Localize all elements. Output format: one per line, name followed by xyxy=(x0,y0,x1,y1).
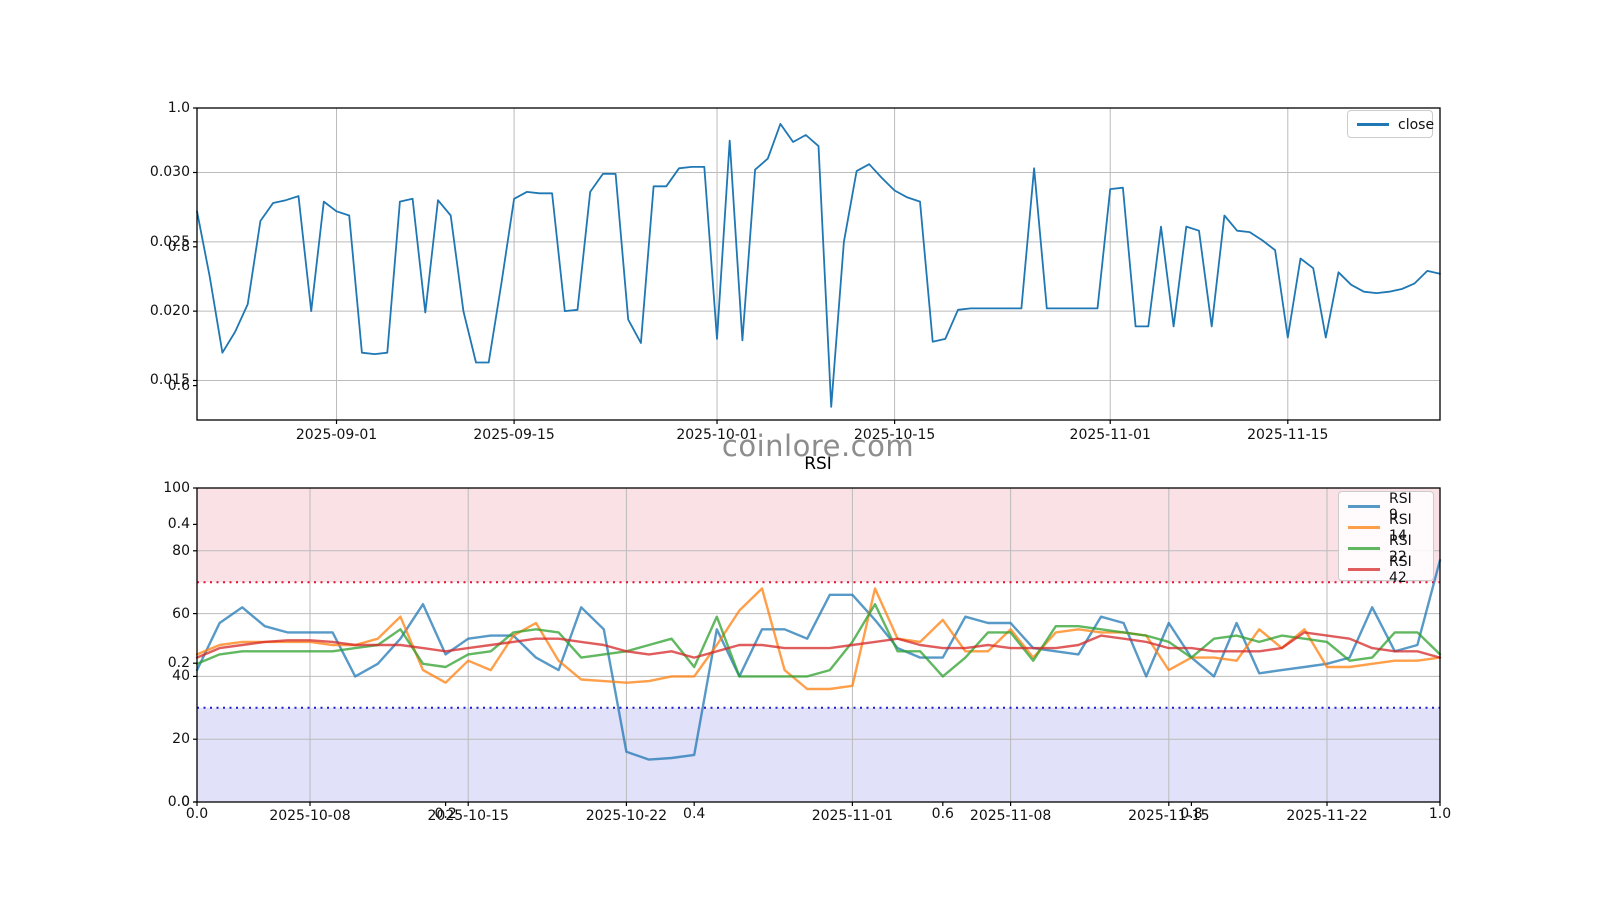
x-tick-label: 2025-10-22 xyxy=(585,808,668,824)
legend-label-rsi42: RSI 42 xyxy=(1389,553,1412,586)
y-tick-label: 40 xyxy=(172,668,190,685)
rsi22-line-swatch xyxy=(1348,547,1380,550)
x-tick-label: 2025-09-01 xyxy=(295,427,378,443)
y-tick-label: 0.025 xyxy=(149,233,190,250)
legend-item-rsi14: RSI 14 xyxy=(1348,512,1424,544)
overlay-y-tick-label: 1.0 xyxy=(167,100,190,116)
rsi14-line-swatch xyxy=(1348,526,1380,529)
legend-item-rsi22: RSI 22 xyxy=(1348,533,1424,565)
x-tick-label: 2025-10-15 xyxy=(853,427,936,443)
legend-label-rsi14: RSI 14 xyxy=(1389,511,1412,544)
legend-close: close xyxy=(1347,110,1434,138)
legend-item-rsi9: RSI 9 xyxy=(1348,491,1424,523)
overlay-y-tick-label: 0.0 xyxy=(167,794,190,810)
x-tick-label: 2025-11-15 xyxy=(1128,808,1210,824)
legend-rsi: RSI 9 RSI 14 RSI 22 RSI 42 xyxy=(1338,491,1434,586)
overlay-x-tick-label: 0.6 xyxy=(931,806,954,822)
x-tick-label: 2025-11-01 xyxy=(811,808,894,824)
overlay-x-tick-label: 1.0 xyxy=(1428,806,1452,822)
x-tick-label: 2025-11-22 xyxy=(1286,808,1368,824)
y-tick-label: 80 xyxy=(172,542,190,559)
close-line-swatch xyxy=(1357,123,1389,126)
y-tick-label: 20 xyxy=(172,731,190,748)
legend-label-rsi22: RSI 22 xyxy=(1389,532,1412,565)
overlay-x-tick-label: 0.2 xyxy=(434,806,457,822)
x-tick-label: 2025-10-15 xyxy=(427,808,509,824)
y-tick-label: 0.020 xyxy=(149,303,190,320)
legend-label-close: close xyxy=(1398,116,1435,133)
x-tick-label: 2025-11-15 xyxy=(1247,427,1329,443)
x-tick-label: 2025-09-15 xyxy=(473,427,555,443)
legend-item-rsi42: RSI 42 xyxy=(1348,554,1424,586)
overlay-y-tick-label: 0.2 xyxy=(167,655,190,672)
overlay-x-tick-label: 0.8 xyxy=(1180,806,1203,822)
overlay-y-tick-label: 0.8 xyxy=(167,238,190,255)
y-tick-label: 0 xyxy=(181,794,190,810)
overlay-x-tick-label: 0.4 xyxy=(683,806,706,822)
x-tick-label: 2025-11-01 xyxy=(1069,427,1151,443)
y-tick-label: 0.015 xyxy=(149,372,190,389)
y-tick-label: 100 xyxy=(163,480,190,496)
x-tick-label: 2025-10-01 xyxy=(676,427,758,443)
rsi42-line-swatch xyxy=(1348,568,1380,571)
overlay-y-tick-label: 0.4 xyxy=(167,516,190,533)
legend-label-rsi9: RSI 9 xyxy=(1389,490,1412,523)
overlay-x-tick-label: 0.0 xyxy=(185,806,209,822)
rsi-chart-title: RSI xyxy=(804,454,832,474)
y-tick-label: 60 xyxy=(172,605,190,622)
overlay-y-tick-label: 0.6 xyxy=(167,377,190,394)
x-tick-label: 2025-11-08 xyxy=(969,808,1052,824)
y-tick-label: 0.030 xyxy=(149,164,190,181)
legend-item-close: close xyxy=(1357,114,1434,135)
watermark: coinlore.com xyxy=(721,429,915,463)
rsi9-line-swatch xyxy=(1348,505,1380,508)
x-tick-label: 2025-10-08 xyxy=(269,808,351,824)
